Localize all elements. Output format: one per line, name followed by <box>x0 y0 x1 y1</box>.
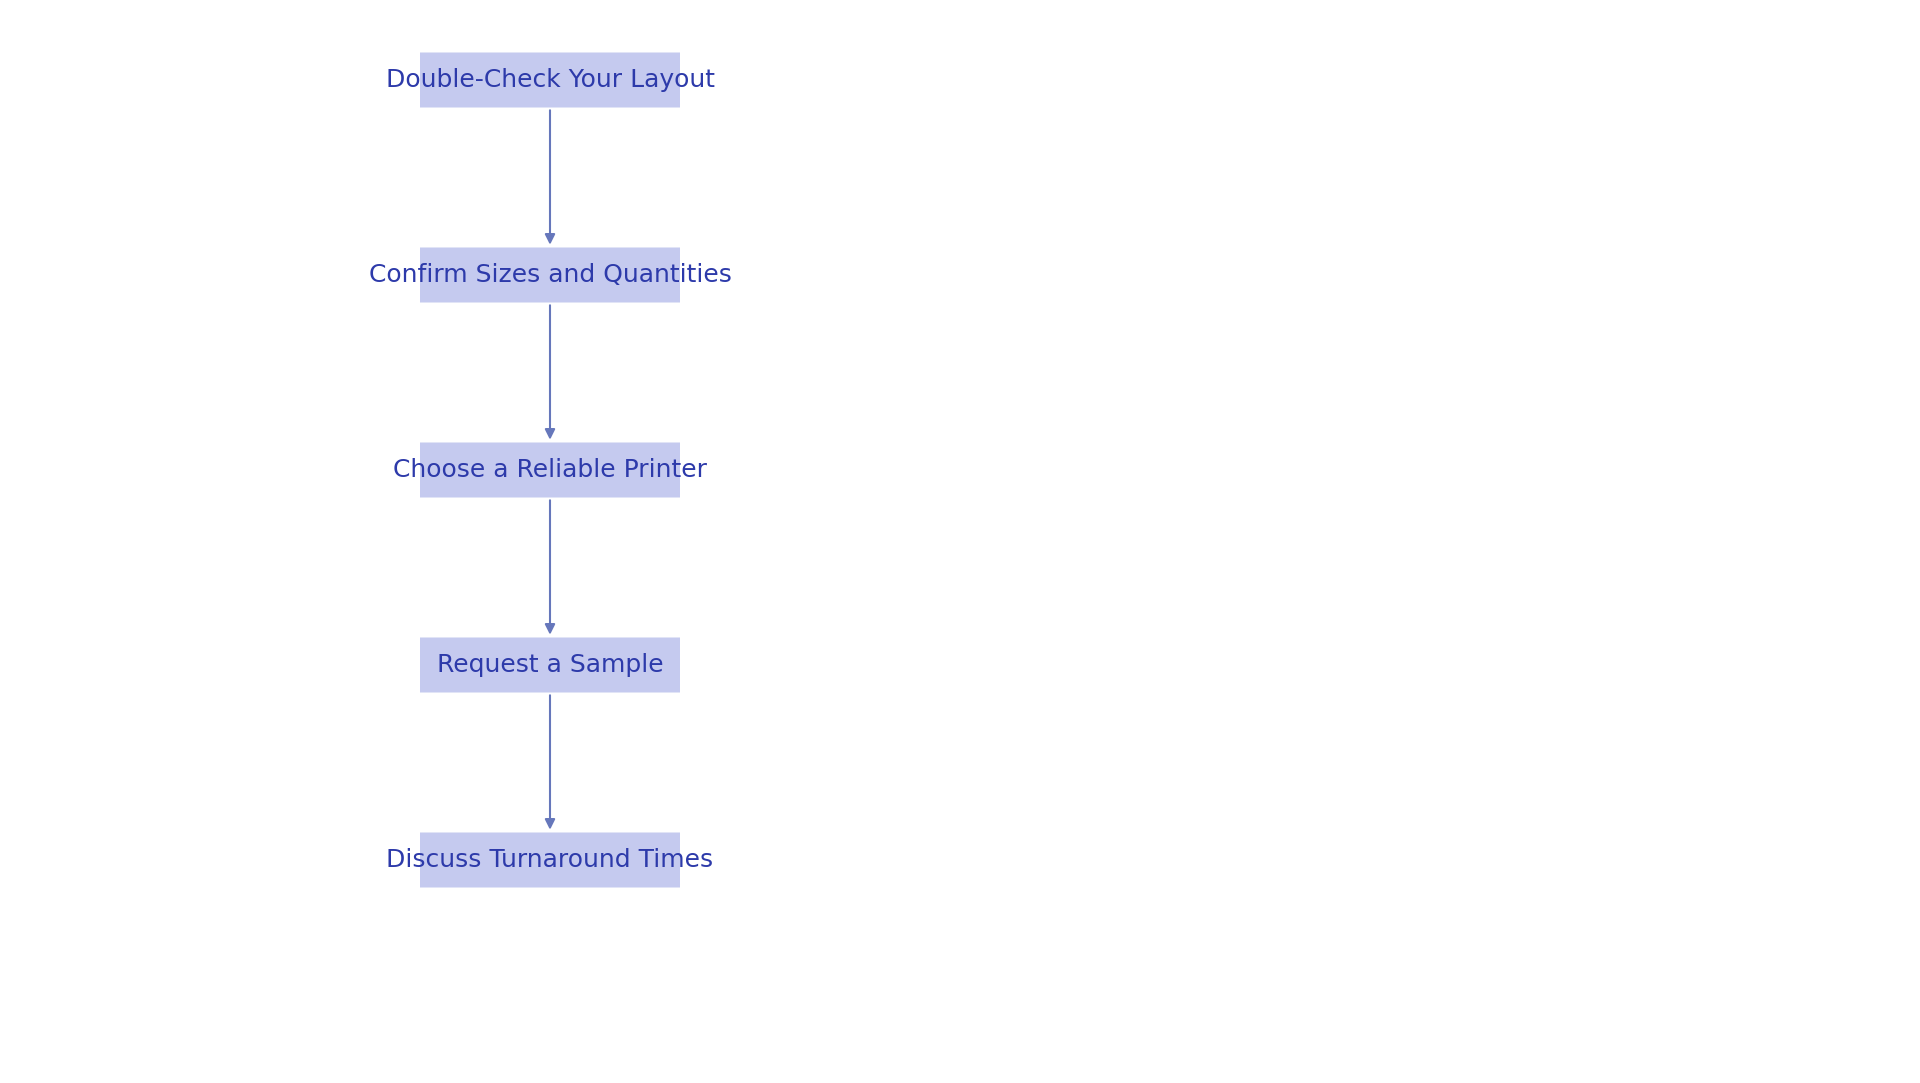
FancyBboxPatch shape <box>420 52 680 107</box>
Text: Double-Check Your Layout: Double-Check Your Layout <box>386 68 714 92</box>
FancyBboxPatch shape <box>420 248 680 302</box>
FancyBboxPatch shape <box>420 443 680 497</box>
FancyBboxPatch shape <box>420 833 680 887</box>
FancyBboxPatch shape <box>420 638 680 692</box>
Text: Choose a Reliable Printer: Choose a Reliable Printer <box>394 458 707 482</box>
Text: Request a Sample: Request a Sample <box>436 653 662 677</box>
Text: Discuss Turnaround Times: Discuss Turnaround Times <box>386 848 714 872</box>
Text: Confirm Sizes and Quantities: Confirm Sizes and Quantities <box>369 263 732 287</box>
